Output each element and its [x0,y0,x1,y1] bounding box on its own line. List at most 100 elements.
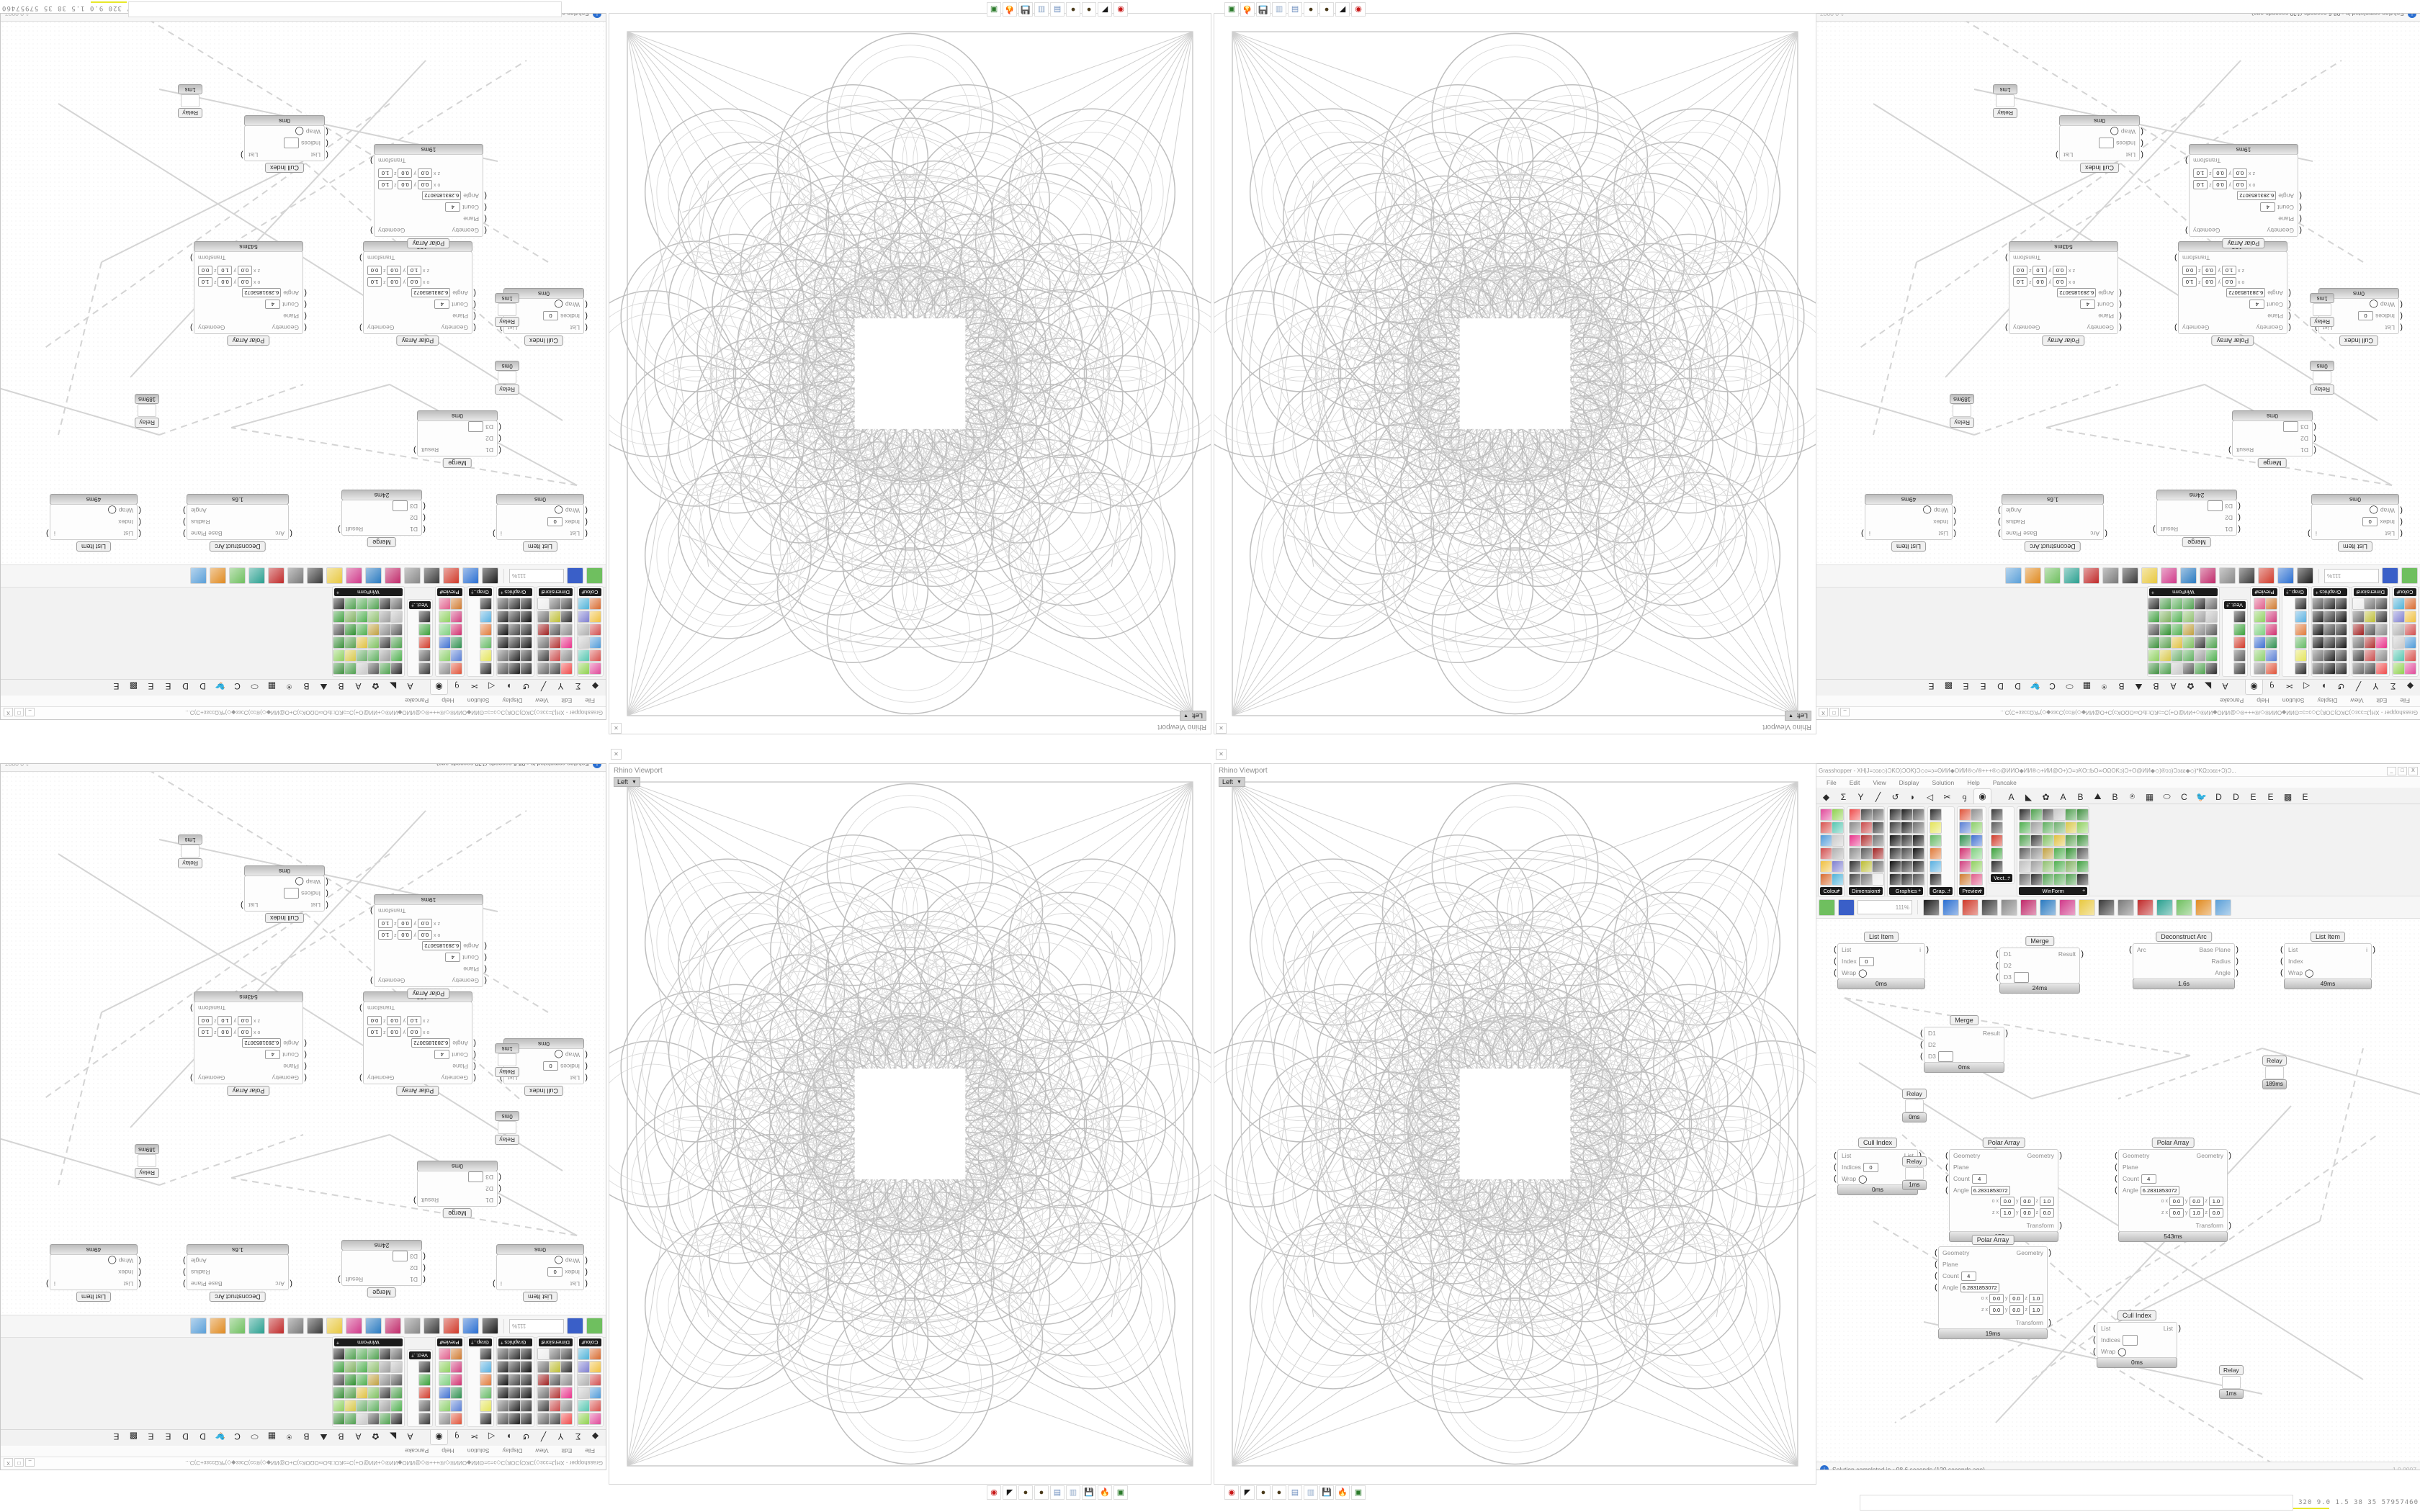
taskbar-item-3[interactable]: ● [1034,1485,1049,1500]
input-port[interactable]: ( [2288,323,2291,333]
plane-field[interactable]: 0.0 [198,1016,212,1025]
toolbar-button-6[interactable] [365,567,382,585]
ribbon-icon[interactable] [537,1374,550,1386]
ribbon-group-label[interactable]: WinForm [2019,887,2088,895]
ribbon-icon[interactable] [2159,662,2172,675]
ribbon-icon[interactable] [589,1400,601,1412]
window-close-button[interactable]: X [4,1458,13,1467]
ribbon-icon[interactable] [1889,860,1902,873]
ribbon-icon[interactable] [1930,822,1942,834]
ribbon-icon[interactable] [508,1400,521,1412]
output-port[interactable]: ) [359,253,362,263]
input-port[interactable]: ( [2105,529,2107,539]
ribbon-icon[interactable] [390,611,403,623]
save-file-button[interactable] [567,567,583,585]
taskbar-item-6[interactable]: 💾 [1319,1485,1334,1500]
tab-right-14[interactable]: E [165,1431,171,1442]
ribbon-icon[interactable] [549,1413,561,1425]
taskbar-item-2[interactable]: ● [1256,1485,1270,1500]
toolbar-button-1[interactable] [462,567,479,585]
node-cull-index[interactable]: Cull Index(List List)(Indices(Wrap ◯ 0ms [241,115,328,173]
ribbon-icon[interactable] [589,636,601,649]
ribbon-icon[interactable] [2019,809,2032,821]
boolean-toggle-icon[interactable]: ◯ [554,505,563,515]
ribbon-group-label[interactable]: Grap… [1930,887,1953,895]
node-input-value[interactable]: 6.2831853072 [2226,288,2266,298]
ribbon-icon[interactable] [2264,598,2277,610]
tab-right-10[interactable]: C [2049,681,2056,692]
menu-item-help[interactable]: Help [2257,697,2269,705]
output-port[interactable]: ) [2174,323,2177,333]
ribbon-icon[interactable] [589,598,601,610]
tab-left-0[interactable]: ◆ [2406,681,2414,692]
input-port[interactable]: ( [2238,513,2241,523]
node-input-value[interactable]: 6.2831853072 [2140,1185,2179,1195]
ribbon-icon[interactable] [418,1387,431,1399]
relay-node[interactable]: Relay 1ms [1993,84,2017,118]
ribbon-icon[interactable] [2182,636,2195,649]
plane-field[interactable]: 0.0 [238,1016,252,1025]
ribbon-icon[interactable] [508,624,521,636]
input-port[interactable]: ( [2400,529,2403,539]
ribbon-icon[interactable] [2311,636,2324,649]
node-input-value[interactable] [393,1251,408,1262]
output-port[interactable]: ) [1926,945,1929,954]
toolbar-button-3[interactable] [424,1318,440,1335]
taskbar-item-5[interactable]: ▥ [1034,2,1049,17]
ribbon-icon[interactable] [2170,598,2183,610]
window-close-button[interactable]: X [4,708,13,717]
plane-field[interactable]: 1.0 [218,266,233,275]
plane-field[interactable]: 0.0 [418,168,432,178]
ribbon-icon[interactable] [1872,860,1884,873]
tab-right-0[interactable]: A [2008,791,2015,802]
tab-left-1[interactable]: Σ [575,1431,581,1442]
toolbar-button-9[interactable] [307,1318,323,1335]
input-port[interactable]: ( [423,1264,426,1273]
input-port[interactable]: ( [304,1039,307,1048]
plane-field[interactable]: 1.0 [378,919,393,928]
plane-field[interactable]: 1.0 [2000,1208,2015,1218]
ribbon-icon[interactable] [344,636,357,649]
plane-field[interactable]: 0.0 [398,930,413,940]
tab-right-2[interactable]: ✿ [372,1431,380,1442]
plane-field[interactable]: 0.0 [407,1027,421,1037]
ribbon-icon[interactable] [2393,636,2405,649]
ribbon-icon[interactable] [390,636,403,649]
relay-node[interactable]: Relay 189ms [1950,394,1974,428]
ribbon-icon[interactable] [496,1348,509,1360]
node-list-item[interactable]: List Item(List i)(Index(Wrap ◯ 49ms [46,494,141,552]
ribbon-icon[interactable] [2375,649,2388,662]
ribbon-icon[interactable] [378,598,391,610]
input-port[interactable]: ( [484,215,487,224]
ribbon-icon[interactable] [578,611,590,623]
ribbon-icon[interactable] [378,1413,391,1425]
input-port[interactable]: ( [2141,127,2143,137]
output-port[interactable]: ) [183,1268,186,1277]
ribbon-icon[interactable] [1860,860,1873,873]
input-port[interactable]: ( [1935,1271,1937,1280]
tab-right-0[interactable]: A [2222,681,2228,692]
save-file-button[interactable] [567,1318,583,1335]
new-file-button[interactable] [586,1318,603,1335]
plane-field[interactable]: 0.0 [2020,1208,2035,1218]
input-port[interactable]: ( [2238,502,2241,511]
ribbon-icon[interactable] [2053,809,2066,821]
rhino-viewport-bl[interactable]: Rhino Viewport Left ▼ [609,763,1211,1485]
ribbon-icon[interactable] [519,662,532,675]
ribbon-icon[interactable] [578,1348,590,1360]
zoom-level-input[interactable]: 111% [509,1319,564,1333]
toolbar-button-1[interactable] [1942,899,1959,916]
ribbon-group-label[interactable]: Grap… [468,588,492,596]
plane-field[interactable]: 0.0 [2013,266,2027,275]
ribbon-icon[interactable] [367,1387,380,1399]
taskbar-item-2[interactable]: ● [1082,2,1096,17]
input-port[interactable]: ( [2313,423,2316,432]
ribbon-icon[interactable] [332,1413,345,1425]
ribbon-group-label[interactable]: Vect… [2223,601,2246,609]
ribbon-icon[interactable] [519,636,532,649]
relay-node[interactable]: Relay 1ms [178,84,202,118]
menu-item-help[interactable]: Help [1967,778,1980,786]
taskbar-item-0[interactable]: ◉ [1351,2,1366,17]
boolean-toggle-icon[interactable]: ◯ [2118,1347,2127,1356]
toolbar-button-13[interactable] [229,567,246,585]
